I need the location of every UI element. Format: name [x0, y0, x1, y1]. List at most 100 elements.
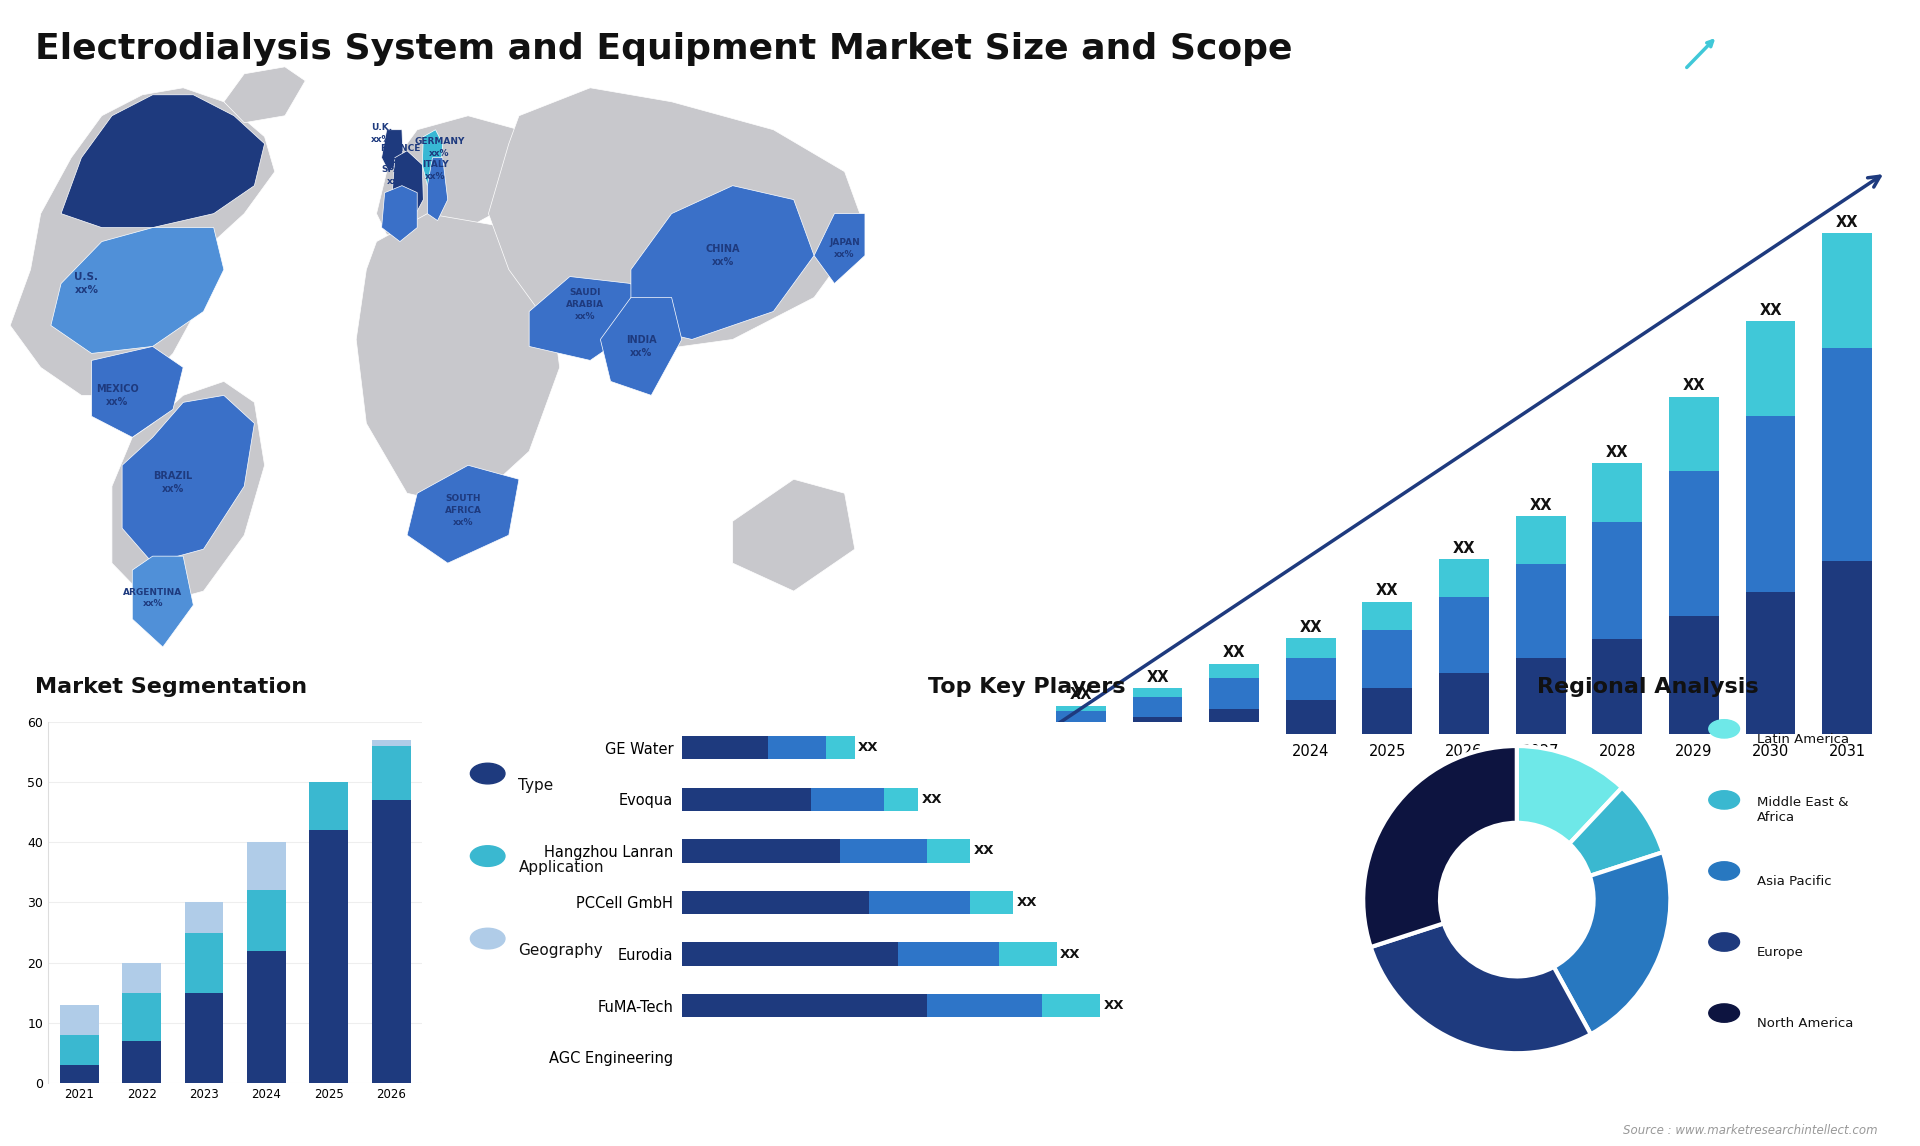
Text: XX: XX: [1069, 688, 1092, 702]
Polygon shape: [814, 213, 864, 283]
Text: Latin America: Latin America: [1757, 732, 1849, 746]
Polygon shape: [382, 129, 403, 172]
Bar: [1592, 463, 1642, 521]
Polygon shape: [376, 116, 540, 242]
Bar: [123, 992, 161, 1041]
Polygon shape: [632, 186, 814, 339]
Wedge shape: [1569, 787, 1663, 876]
Text: Application: Application: [518, 860, 605, 876]
Bar: [1286, 638, 1336, 658]
Bar: [841, 839, 927, 863]
Polygon shape: [382, 186, 417, 242]
Text: BRAZIL
xx%: BRAZIL xx%: [154, 471, 192, 494]
Text: INTELLECT: INTELLECT: [1784, 86, 1843, 95]
Wedge shape: [1517, 746, 1622, 843]
Bar: [768, 736, 826, 760]
Bar: [682, 839, 841, 863]
Bar: [184, 992, 223, 1083]
Bar: [248, 951, 286, 1083]
Bar: [1210, 708, 1260, 733]
Text: North America: North America: [1757, 1017, 1853, 1030]
Text: GERMANY
xx%: GERMANY xx%: [415, 136, 465, 158]
Text: XX: XX: [1453, 541, 1475, 556]
Polygon shape: [50, 228, 225, 353]
Text: Geography: Geography: [518, 942, 603, 958]
Text: XX: XX: [1018, 896, 1037, 909]
Bar: [1133, 697, 1183, 717]
Polygon shape: [123, 395, 253, 563]
Bar: [1056, 723, 1106, 733]
Bar: [1056, 711, 1106, 723]
Text: XX: XX: [858, 741, 879, 754]
Bar: [682, 994, 927, 1018]
Text: U.K.
xx%: U.K. xx%: [371, 123, 392, 143]
Bar: [1210, 678, 1260, 708]
Text: XX: XX: [1682, 378, 1705, 393]
Polygon shape: [407, 465, 518, 563]
Bar: [1363, 602, 1413, 630]
Text: Asia Pacific: Asia Pacific: [1757, 874, 1832, 888]
Bar: [60, 1005, 98, 1035]
Bar: [1592, 639, 1642, 733]
Bar: [248, 890, 286, 951]
Wedge shape: [1363, 746, 1517, 947]
Text: XX: XX: [1300, 620, 1323, 635]
Polygon shape: [92, 346, 182, 438]
Bar: [1440, 673, 1488, 733]
Bar: [682, 787, 812, 811]
Text: U.S.
xx%: U.S. xx%: [75, 272, 98, 296]
Bar: [682, 736, 768, 760]
Text: Source : www.marketresearchintellect.com: Source : www.marketresearchintellect.com: [1622, 1124, 1878, 1137]
Text: XX: XX: [1060, 948, 1081, 960]
Text: XX: XX: [1223, 645, 1246, 660]
Bar: [1668, 617, 1718, 733]
Bar: [1210, 664, 1260, 678]
Bar: [899, 942, 998, 966]
Text: MEXICO
xx%: MEXICO xx%: [96, 384, 138, 407]
Text: XX: XX: [973, 845, 995, 857]
Polygon shape: [10, 88, 275, 395]
Bar: [1745, 321, 1795, 416]
Bar: [970, 890, 1014, 915]
Text: ARGENTINA
xx%: ARGENTINA xx%: [123, 588, 182, 609]
Bar: [1668, 397, 1718, 471]
Bar: [372, 746, 411, 800]
Bar: [372, 800, 411, 1083]
Bar: [682, 942, 899, 966]
Bar: [1363, 688, 1413, 733]
Bar: [184, 933, 223, 992]
Bar: [1822, 348, 1872, 560]
Bar: [1043, 994, 1100, 1018]
Bar: [309, 783, 348, 830]
Bar: [1822, 560, 1872, 733]
Bar: [1745, 592, 1795, 733]
Bar: [184, 903, 223, 933]
Bar: [927, 994, 1043, 1018]
Bar: [1133, 717, 1183, 733]
Bar: [812, 787, 883, 811]
Bar: [372, 740, 411, 746]
Text: XX: XX: [1759, 303, 1782, 317]
Bar: [927, 839, 970, 863]
Text: Europe: Europe: [1757, 945, 1803, 959]
Bar: [870, 890, 970, 915]
Text: RESEARCH: RESEARCH: [1784, 64, 1843, 74]
Bar: [123, 1041, 161, 1083]
Text: JAPAN
xx%: JAPAN xx%: [829, 238, 860, 259]
Bar: [1440, 559, 1488, 597]
Bar: [1515, 658, 1565, 733]
Polygon shape: [355, 213, 561, 508]
Text: MARKET: MARKET: [1784, 44, 1830, 54]
Bar: [1515, 517, 1565, 564]
Bar: [826, 736, 854, 760]
Text: XX: XX: [1605, 445, 1628, 460]
Text: XX: XX: [1104, 999, 1123, 1012]
Polygon shape: [111, 382, 265, 605]
Bar: [1056, 706, 1106, 711]
Bar: [1822, 233, 1872, 348]
Bar: [998, 942, 1056, 966]
Polygon shape: [422, 129, 444, 186]
Text: SPAIN
xx%: SPAIN xx%: [382, 165, 413, 186]
Polygon shape: [488, 88, 864, 353]
Text: XX: XX: [922, 793, 943, 806]
